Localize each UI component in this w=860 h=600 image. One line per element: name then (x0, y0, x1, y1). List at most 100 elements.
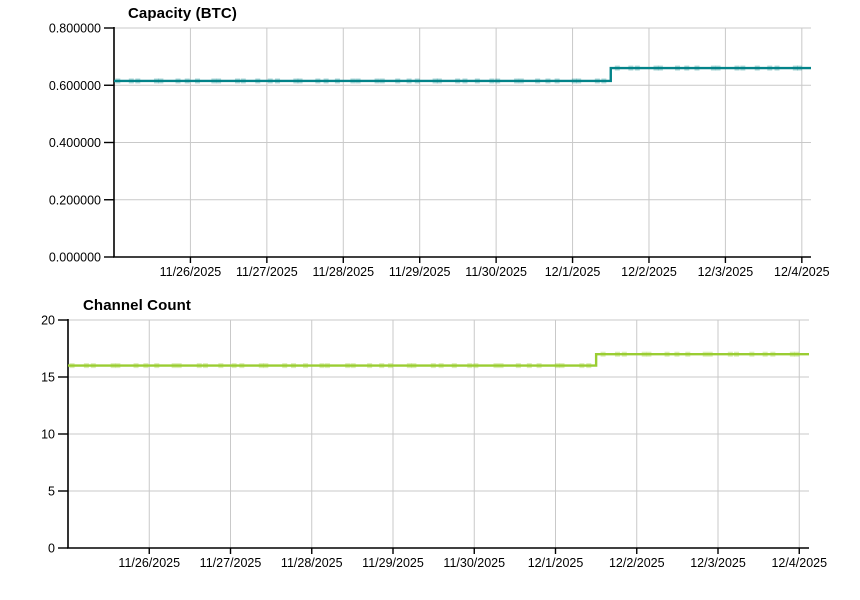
data-point-marker (664, 351, 670, 357)
x-tick-label: 11/27/2025 (236, 265, 298, 279)
x-tick-label: 11/28/2025 (281, 556, 343, 570)
y-tick-label: 0.800000 (49, 22, 101, 36)
data-point-marker (770, 351, 776, 357)
data-point-marker (128, 78, 134, 84)
data-point-marker (740, 65, 746, 71)
y-tick-label: 0.200000 (49, 193, 101, 207)
x-tick-label: 12/2/2025 (609, 556, 665, 570)
data-point-marker (90, 363, 96, 369)
data-point-marker (657, 65, 663, 71)
data-point-marker (432, 78, 438, 84)
data-point-marker (684, 65, 690, 71)
data-point-marker (621, 351, 627, 357)
data-point-marker (267, 78, 273, 84)
data-point-marker (239, 363, 245, 369)
data-point-marker (387, 363, 393, 369)
x-tick-label: 11/29/2025 (362, 556, 424, 570)
data-point-marker (797, 65, 803, 71)
data-point-marker (451, 363, 457, 369)
data-point-marker (345, 363, 351, 369)
data-point-marker (374, 78, 380, 84)
x-tick-label: 12/1/2025 (528, 556, 584, 570)
data-point-marker (216, 78, 222, 84)
data-point-marker (282, 363, 288, 369)
data-point-marker (749, 351, 755, 357)
data-point-marker (334, 78, 340, 84)
data-point-marker (495, 78, 501, 84)
data-point-marker (715, 65, 721, 71)
data-point-marker (303, 363, 309, 369)
data-point-marker (143, 363, 149, 369)
data-point-marker (792, 65, 798, 71)
data-point-marker (734, 351, 740, 357)
data-point-marker (290, 363, 296, 369)
data-point-marker (675, 65, 681, 71)
y-tick-label: 20 (41, 314, 55, 328)
data-point-marker (110, 363, 116, 369)
data-point-marker (258, 363, 264, 369)
data-point-marker (653, 65, 659, 71)
data-point-marker (685, 351, 691, 357)
data-point-marker (646, 351, 652, 357)
data-point-marker (367, 363, 373, 369)
data-point-marker (727, 351, 733, 357)
data-point-marker (83, 363, 89, 369)
data-point-marker (536, 363, 542, 369)
data-point-marker (135, 78, 141, 84)
data-point-marker (571, 78, 577, 84)
data-point-marker (628, 65, 634, 71)
data-point-marker (315, 78, 321, 84)
data-point-marker (473, 363, 479, 369)
data-point-marker (154, 363, 160, 369)
data-point-marker (218, 363, 224, 369)
y-tick-label: 15 (41, 371, 55, 385)
data-point-marker (474, 78, 480, 84)
data-point-marker (489, 78, 495, 84)
data-point-marker (196, 363, 202, 369)
data-point-marker (411, 363, 417, 369)
series-line (68, 353, 809, 367)
data-point-marker (462, 78, 468, 84)
data-point-marker (498, 363, 504, 369)
data-point-marker (438, 363, 444, 369)
data-point-marker (514, 78, 520, 84)
data-point-marker (323, 78, 329, 84)
data-point-marker (710, 65, 716, 71)
data-point-marker (674, 351, 680, 357)
series-line (114, 66, 811, 83)
data-point-marker (554, 78, 560, 84)
data-point-marker (153, 78, 159, 84)
data-point-marker (231, 363, 237, 369)
capacity-chart: 0.000000 0.200000 0.400000 0.600000 0.800000… (49, 22, 830, 280)
data-point-marker (297, 78, 303, 84)
x-tick-label: 12/4/2025 (771, 556, 827, 570)
data-point-marker (211, 78, 217, 84)
data-point-marker (235, 78, 241, 84)
data-point-marker (702, 351, 708, 357)
x-tick-label: 11/30/2025 (443, 556, 505, 570)
channel-count-chart: 0 5 10 15 20 11/26/2025 11/27/2025 11/28/2025 11… (41, 314, 827, 571)
data-point-marker (379, 363, 385, 369)
data-point-marker (614, 65, 620, 71)
data-point-marker (379, 78, 385, 84)
data-point-marker (789, 351, 795, 357)
y-tick-label: 10 (41, 428, 55, 442)
data-point-marker (350, 363, 356, 369)
data-point-marker (263, 363, 269, 369)
data-point-marker (414, 78, 420, 84)
y-tick-label: 5 (48, 485, 55, 499)
data-point-marker (518, 78, 524, 84)
data-point-marker (184, 78, 190, 84)
data-point-marker (762, 351, 768, 357)
data-point-marker (406, 78, 412, 84)
data-point-marker (467, 363, 473, 369)
data-point-marker (774, 65, 780, 71)
data-point-marker (586, 363, 592, 369)
data-point-marker (707, 351, 713, 357)
data-point-marker (355, 78, 361, 84)
y-tick-label: 0.000000 (49, 251, 101, 265)
data-point-marker (395, 78, 401, 84)
data-point-marker (176, 363, 182, 369)
